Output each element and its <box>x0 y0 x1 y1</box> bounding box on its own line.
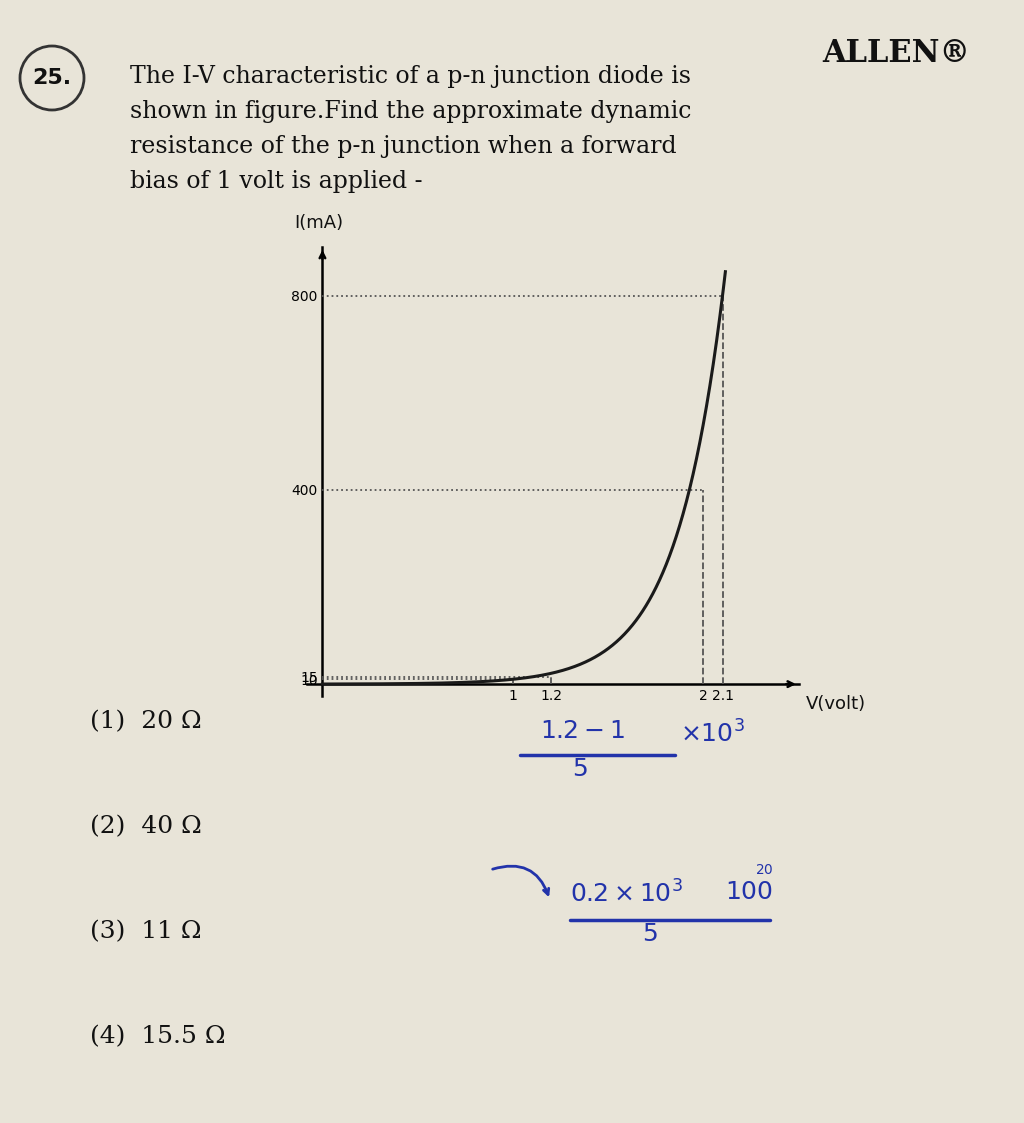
Text: ALLEN®: ALLEN® <box>822 38 970 69</box>
Text: $5$: $5$ <box>642 923 657 946</box>
Text: resistance of the p-n junction when a forward: resistance of the p-n junction when a fo… <box>130 135 677 158</box>
Text: $5$: $5$ <box>572 758 588 780</box>
Text: $0.2\times 10^3$: $0.2\times 10^3$ <box>570 880 683 907</box>
Text: $^{20}$: $^{20}$ <box>755 865 773 884</box>
Text: I(mA): I(mA) <box>294 214 343 232</box>
Text: (2)  40 Ω: (2) 40 Ω <box>90 815 202 838</box>
Text: $100$: $100$ <box>725 880 773 904</box>
Text: (1)  20 Ω: (1) 20 Ω <box>90 710 202 733</box>
Text: 25.: 25. <box>33 69 72 88</box>
Text: $1.2-1$: $1.2-1$ <box>540 720 625 743</box>
Text: The I-V characteristic of a p-n junction diode is: The I-V characteristic of a p-n junction… <box>130 65 691 88</box>
Text: (3)  11 Ω: (3) 11 Ω <box>90 920 202 943</box>
Text: V(volt): V(volt) <box>806 694 866 713</box>
Text: $\times 10^3$: $\times 10^3$ <box>680 720 744 747</box>
Text: bias of 1 volt is applied -: bias of 1 volt is applied - <box>130 170 423 193</box>
Text: shown in figure.Find the approximate dynamic: shown in figure.Find the approximate dyn… <box>130 100 691 124</box>
Text: (4)  15.5 Ω: (4) 15.5 Ω <box>90 1025 225 1048</box>
